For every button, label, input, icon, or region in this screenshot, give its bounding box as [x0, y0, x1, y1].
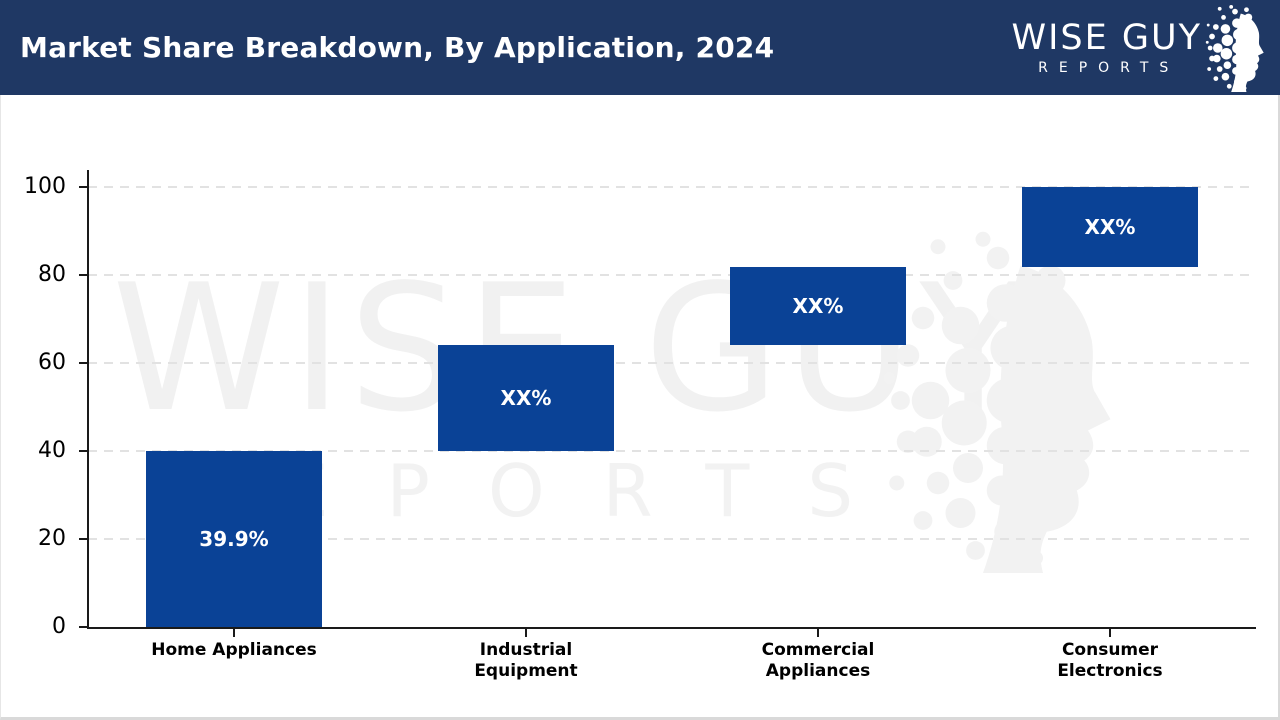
x-category-label-3: Consumer Electronics — [1057, 640, 1163, 681]
y-tick-mark-60 — [79, 362, 88, 364]
x-category-label-1: Industrial Equipment — [474, 640, 578, 681]
bar-consumer-electronics: XX% — [1022, 187, 1198, 268]
x-axis-line — [87, 627, 1256, 629]
wiseguy-logo: WISE GUY REPORTS — [1011, 4, 1266, 92]
y-tick-mark-20 — [79, 538, 88, 540]
gridline-40 — [88, 450, 1256, 452]
y-tick-label-60: 60 — [38, 350, 66, 375]
x-tick-mark-1 — [525, 629, 527, 637]
x-category-label-0: Home Appliances — [151, 640, 317, 660]
wiseguy-face-icon — [1204, 4, 1266, 92]
y-axis-line — [87, 170, 89, 628]
logo-subtitle: REPORTS — [1038, 59, 1180, 76]
y-tick-mark-40 — [79, 450, 88, 452]
bar-commercial-appliances: XX% — [730, 267, 906, 345]
x-category-label-2: Commercial Appliances — [761, 640, 875, 681]
gridline-60 — [88, 362, 1256, 364]
logo-text: WISE GUY REPORTS — [1011, 17, 1202, 76]
plot-area: 39.9% XX% XX% XX% — [79, 186, 1256, 637]
gridline-20 — [88, 538, 1256, 540]
y-tick-mark-0 — [79, 626, 88, 628]
page-title: Market Share Breakdown, By Application, … — [20, 31, 775, 64]
y-tick-label-100: 100 — [24, 174, 66, 199]
bar-value-label: 39.9% — [199, 527, 269, 552]
y-tick-mark-100 — [79, 186, 88, 188]
bar-value-label: XX% — [792, 293, 844, 318]
y-tick-label-80: 80 — [38, 262, 66, 287]
y-tick-label-20: 20 — [38, 526, 66, 551]
bar-value-label: XX% — [1084, 215, 1136, 240]
x-tick-mark-0 — [233, 629, 235, 637]
y-tick-mark-80 — [79, 274, 88, 276]
y-axis-tick-labels: 0 20 40 60 80 100 — [0, 174, 80, 639]
header-bar: Market Share Breakdown, By Application, … — [0, 0, 1280, 95]
x-tick-mark-3 — [1109, 629, 1111, 637]
y-tick-label-40: 40 — [38, 438, 66, 463]
bar-home-appliances: 39.9% — [146, 451, 322, 627]
x-tick-mark-2 — [817, 629, 819, 637]
gridline-100 — [88, 186, 1256, 188]
bar-value-label: XX% — [500, 386, 552, 410]
gridline-80 — [88, 274, 1256, 276]
logo-wordmark: WISE GUY — [1011, 17, 1202, 58]
y-tick-label-0: 0 — [52, 614, 66, 639]
bar-industrial-equipment: XX% — [438, 344, 614, 452]
